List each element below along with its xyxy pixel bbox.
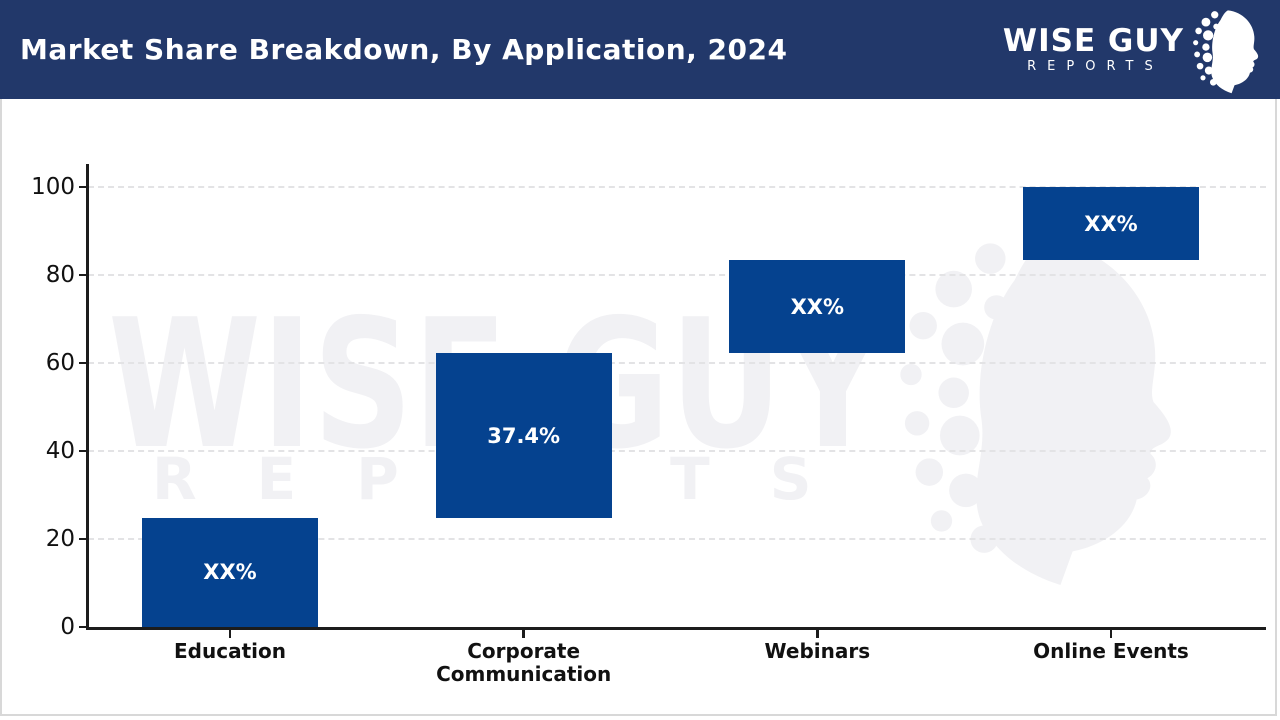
x-axis-tick (228, 629, 232, 638)
bar-segment: XX% (1023, 187, 1199, 261)
x-axis-category-label: Education (174, 639, 286, 663)
y-axis-line (86, 164, 89, 629)
y-axis-tick (79, 449, 88, 453)
chart-header: Market Share Breakdown, By Application, … (0, 0, 1280, 99)
watermark-dot-head-icon (900, 240, 1171, 585)
y-axis-tick (79, 185, 88, 189)
x-axis-tick (816, 629, 819, 638)
y-axis-tick (79, 361, 88, 365)
bar-value-label: XX% (790, 294, 845, 319)
logo-wordmark: WISE GUY (1002, 23, 1184, 59)
bar-segment: XX% (142, 517, 318, 627)
y-gridline (88, 274, 1266, 276)
bar-value-label: XX% (1084, 211, 1138, 236)
page-title: Market Share Breakdown, By Application, … (20, 33, 788, 66)
y-gridline (88, 362, 1266, 364)
y-axis-tick (79, 537, 88, 541)
y-gridline (88, 450, 1266, 452)
y-axis-tick-label: 20 (45, 526, 75, 552)
y-gridline (88, 538, 1266, 540)
y-axis-tick-label: 40 (45, 438, 75, 464)
y-axis-tick-label: 60 (45, 350, 75, 376)
dot-head-icon (1193, 9, 1259, 93)
y-axis-tick (79, 273, 88, 277)
bar-value-label: XX% (203, 560, 257, 585)
x-axis-tick (522, 629, 525, 638)
x-axis-category-label: Webinars (764, 639, 871, 663)
bar-segment: 37.4% (435, 353, 612, 518)
logo-subtitle: REPORTS (1027, 59, 1164, 74)
y-axis-tick (79, 625, 88, 629)
x-axis-category-label: Online Events (1033, 639, 1189, 663)
y-gridline (88, 186, 1266, 188)
wiseguy-logo-text: WISE GUY REPORTS (1002, 23, 1184, 74)
wiseguy-logo: WISE GUY REPORTS (1003, 6, 1262, 94)
y-axis-tick-label: 0 (60, 614, 75, 640)
bar-segment: XX% (729, 260, 906, 354)
x-axis-tick (1109, 629, 1113, 638)
x-axis-line (86, 627, 1266, 630)
y-axis-tick-label: 100 (31, 174, 75, 200)
bar-value-label: 37.4% (487, 423, 561, 448)
x-axis-category-label: Corporate Communication (436, 639, 612, 686)
y-axis-tick-label: 80 (45, 262, 75, 288)
